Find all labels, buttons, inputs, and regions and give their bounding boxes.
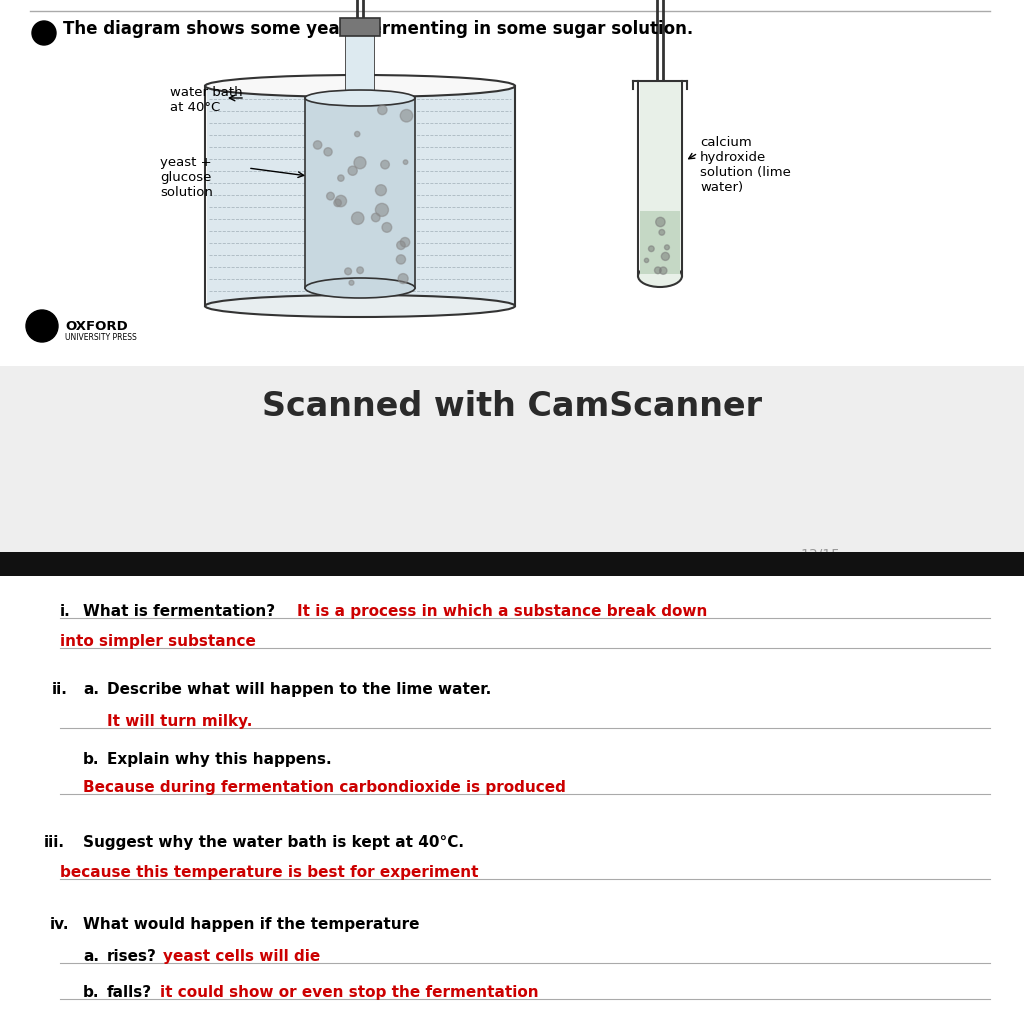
Circle shape [349, 280, 354, 285]
Circle shape [348, 166, 357, 176]
Text: Explain why this happens.: Explain why this happens. [106, 752, 332, 767]
Circle shape [327, 192, 335, 200]
Text: b.: b. [83, 752, 99, 767]
Circle shape [376, 203, 388, 216]
Circle shape [403, 160, 408, 165]
Circle shape [354, 156, 366, 169]
FancyBboxPatch shape [207, 86, 513, 306]
FancyBboxPatch shape [0, 576, 1024, 1016]
Ellipse shape [305, 90, 415, 106]
FancyBboxPatch shape [346, 36, 374, 94]
Circle shape [396, 255, 406, 264]
Text: a.: a. [83, 682, 99, 697]
FancyBboxPatch shape [640, 211, 680, 274]
Text: iii.: iii. [44, 835, 65, 850]
Text: 6: 6 [37, 319, 47, 333]
Circle shape [655, 217, 665, 227]
Ellipse shape [638, 265, 682, 287]
Text: yeast cells will die: yeast cells will die [163, 949, 321, 964]
Text: a.: a. [83, 949, 99, 964]
Circle shape [26, 310, 58, 342]
Circle shape [659, 230, 665, 236]
Text: ii.: ii. [52, 682, 68, 697]
Text: because this temperature is best for experiment: because this temperature is best for exp… [60, 865, 478, 880]
Circle shape [376, 185, 386, 196]
Text: i.: i. [60, 604, 71, 619]
Circle shape [381, 161, 389, 169]
Circle shape [400, 110, 413, 122]
Circle shape [396, 241, 406, 250]
Circle shape [659, 267, 667, 274]
Circle shape [32, 21, 56, 45]
Text: OXFORD: OXFORD [65, 320, 128, 333]
Circle shape [372, 213, 380, 221]
FancyBboxPatch shape [0, 552, 1024, 576]
Circle shape [313, 141, 322, 149]
Circle shape [324, 147, 332, 155]
Circle shape [654, 267, 662, 273]
Text: Suggest why the water bath is kept at 40°C.: Suggest why the water bath is kept at 40… [83, 835, 464, 850]
Ellipse shape [205, 75, 515, 97]
Text: Because during fermentation carbondioxide is produced: Because during fermentation carbondioxid… [83, 780, 566, 795]
Circle shape [356, 267, 364, 273]
Circle shape [662, 252, 670, 260]
Text: falls?: falls? [106, 985, 153, 1000]
Text: Scanned with CamScanner: Scanned with CamScanner [262, 389, 762, 423]
Text: 13/15: 13/15 [800, 547, 840, 561]
Text: calcium
hydroxide
solution (lime
water): calcium hydroxide solution (lime water) [700, 136, 791, 194]
Text: it could show or even stop the fermentation: it could show or even stop the fermentat… [160, 985, 539, 1000]
FancyBboxPatch shape [340, 18, 380, 36]
FancyBboxPatch shape [305, 98, 415, 288]
Circle shape [351, 212, 364, 225]
Text: yeast +
glucose
solution: yeast + glucose solution [160, 156, 213, 199]
Text: What is fermentation?: What is fermentation? [83, 604, 275, 619]
Circle shape [398, 273, 409, 283]
Text: iv.: iv. [50, 917, 70, 932]
Text: UNIVERSITY PRESS: UNIVERSITY PRESS [65, 333, 137, 342]
Circle shape [334, 199, 341, 206]
Circle shape [648, 246, 654, 252]
Text: into simpler substance: into simpler substance [60, 634, 256, 649]
Ellipse shape [205, 295, 515, 317]
Circle shape [665, 245, 670, 250]
Ellipse shape [305, 278, 415, 298]
FancyBboxPatch shape [0, 366, 1024, 561]
Circle shape [335, 195, 346, 207]
Text: water bath
at 40°C: water bath at 40°C [170, 86, 243, 114]
Circle shape [644, 258, 648, 262]
Text: It is a process in which a substance break down: It is a process in which a substance bre… [297, 604, 708, 619]
Text: The diagram shows some yeast fermenting in some sugar solution.: The diagram shows some yeast fermenting … [63, 20, 693, 38]
Text: Describe what will happen to the lime water.: Describe what will happen to the lime wa… [106, 682, 492, 697]
Text: 8: 8 [40, 26, 48, 40]
Circle shape [354, 131, 359, 137]
FancyBboxPatch shape [640, 81, 681, 276]
Text: rises?: rises? [106, 949, 157, 964]
Text: Chapter 1   |   Plant systems: Chapter 1 | Plant systems [822, 558, 990, 571]
Circle shape [338, 175, 344, 181]
Circle shape [382, 223, 392, 233]
Text: What would happen if the temperature: What would happen if the temperature [83, 917, 420, 932]
Circle shape [400, 238, 410, 247]
Circle shape [378, 106, 387, 115]
Text: b.: b. [83, 985, 99, 1000]
Text: It will turn milky.: It will turn milky. [106, 714, 252, 729]
Circle shape [345, 268, 351, 274]
